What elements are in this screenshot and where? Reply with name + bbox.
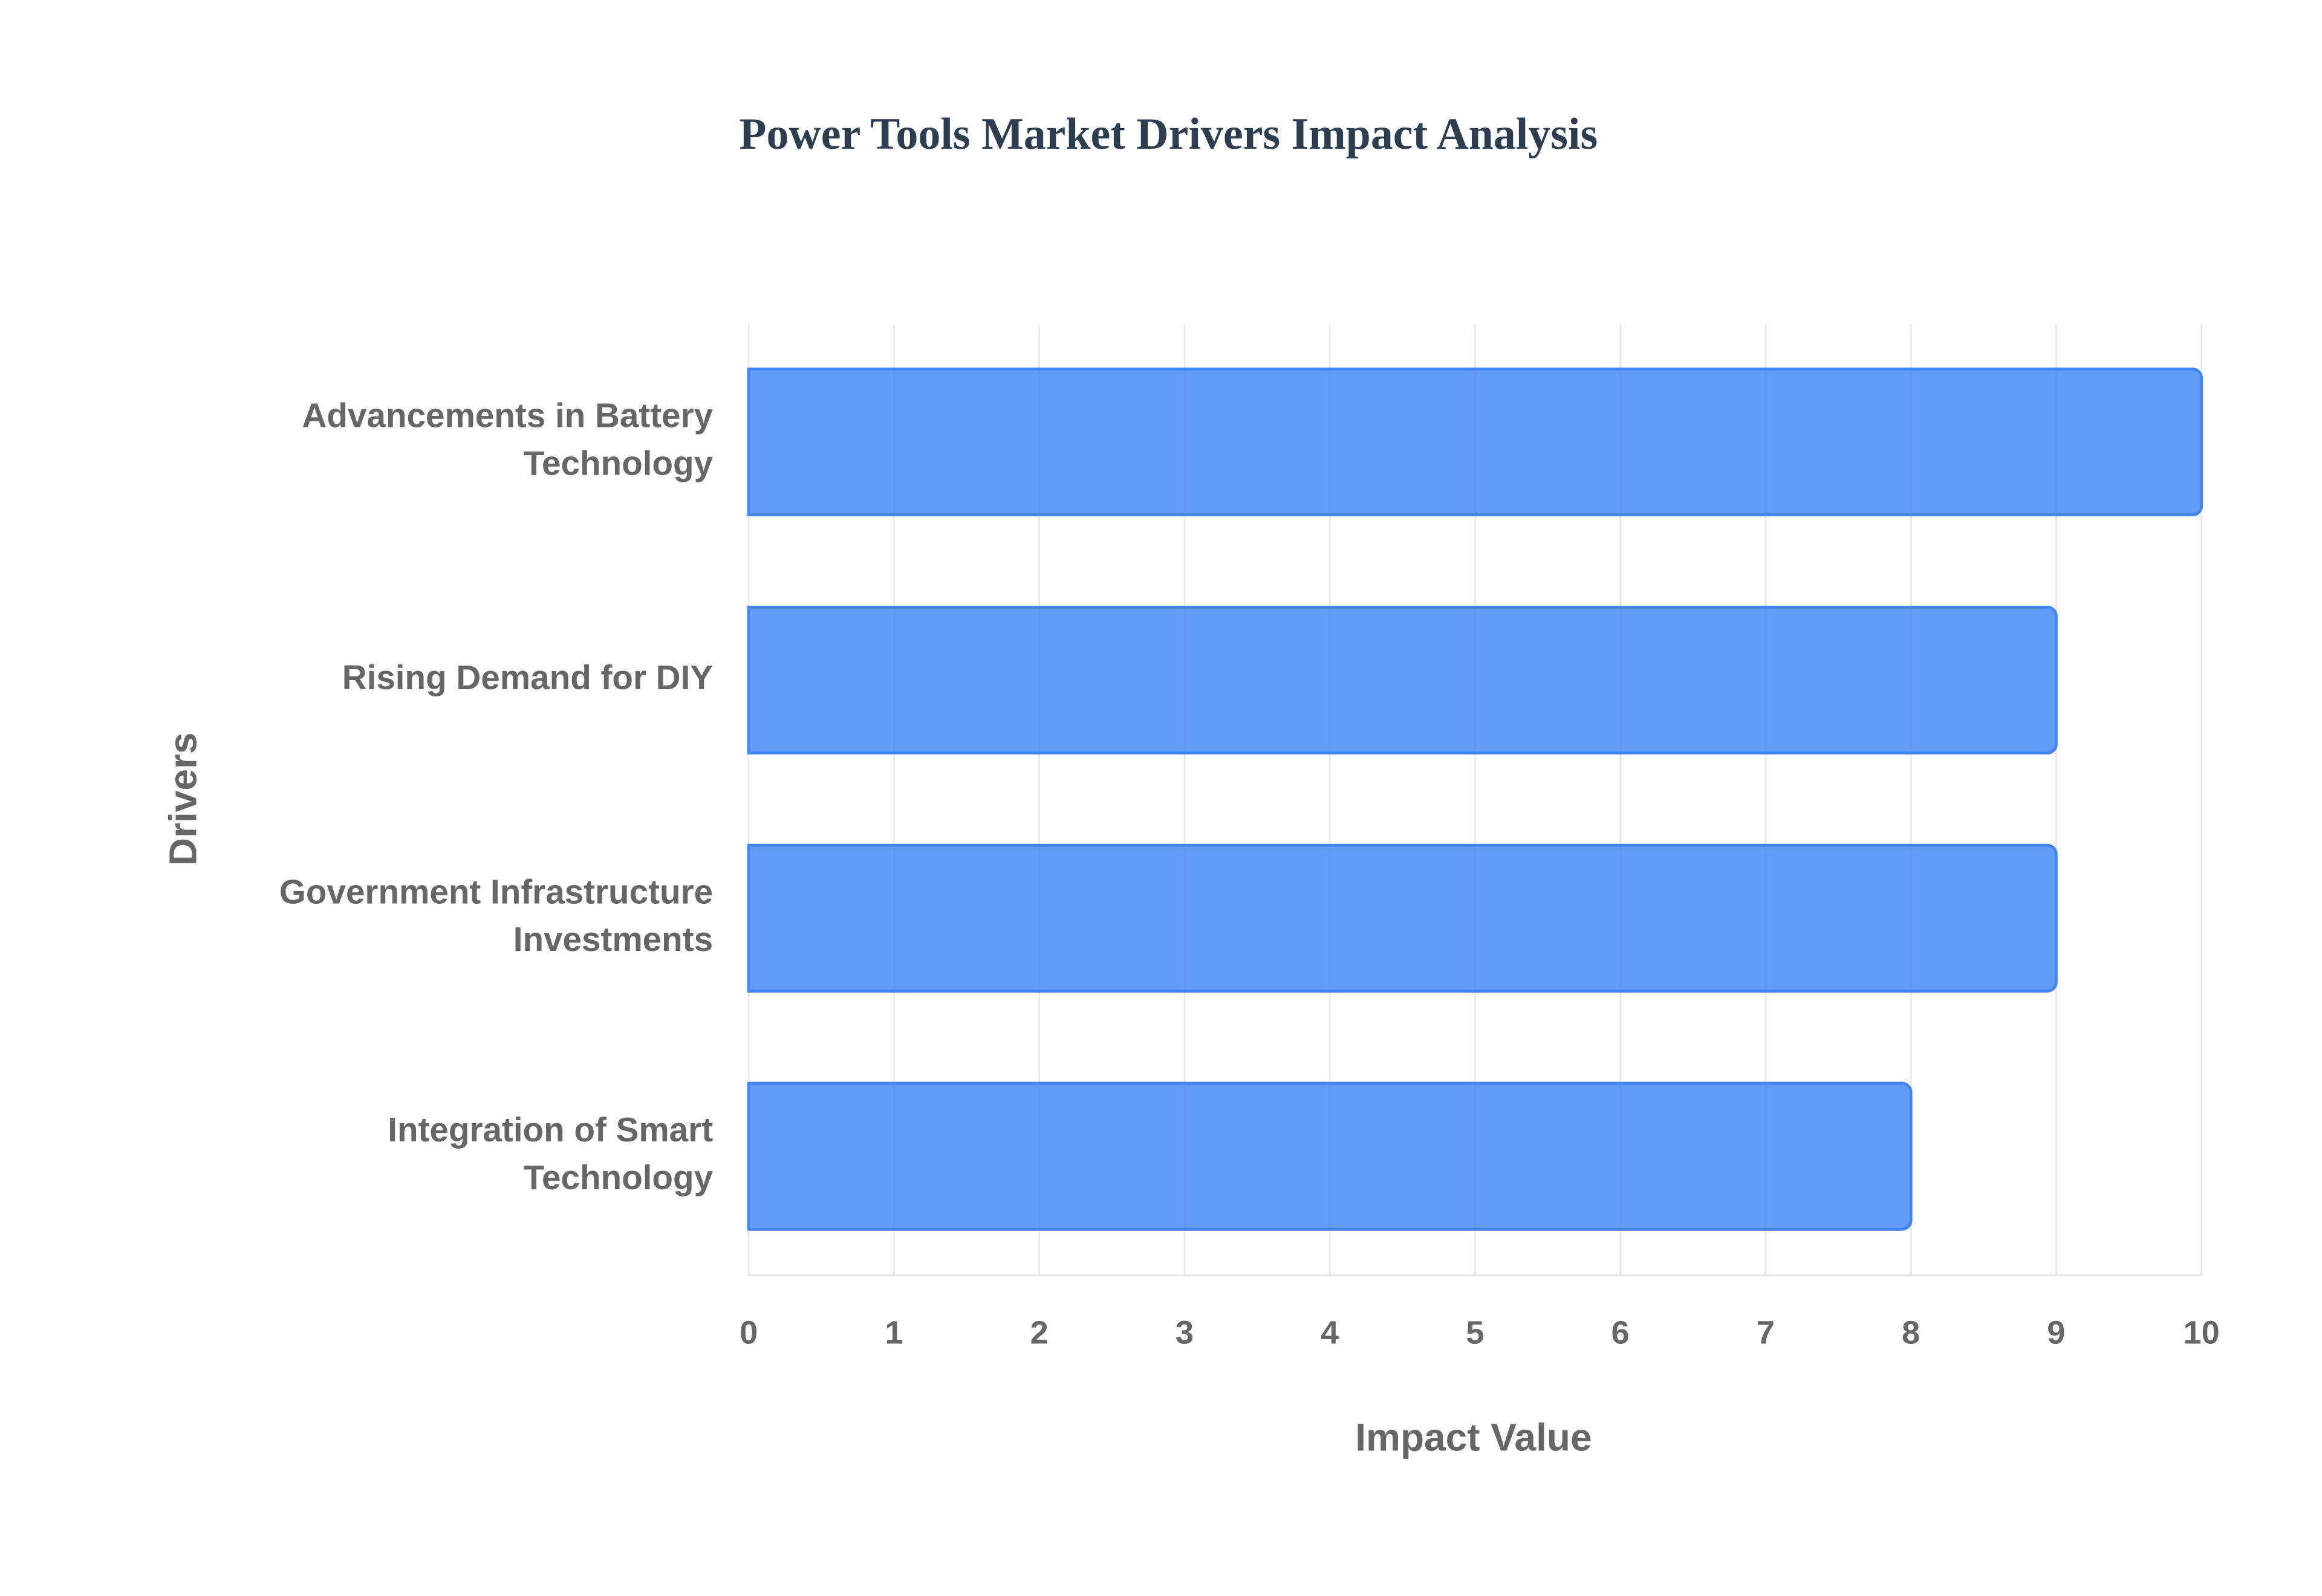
y-tick-label: Rising Demand for DIY — [342, 658, 713, 696]
bar — [747, 368, 2203, 517]
bar — [747, 605, 2058, 754]
x-tick-label: 3 — [1176, 1314, 1194, 1351]
x-tick-label: 7 — [1757, 1314, 1775, 1351]
y-tick-label: Integration of Smart Technology — [388, 1111, 713, 1196]
x-tick-label: 4 — [1321, 1314, 1339, 1351]
y-tick-label: Government Infrastructure Investments — [279, 872, 713, 958]
y-axis-label: Drivers — [161, 733, 205, 866]
x-axis-label: Impact Value — [1355, 1416, 1592, 1459]
x-tick-label: 2 — [1030, 1314, 1049, 1351]
y-tick-label: Advancements in Battery Technology — [302, 397, 714, 482]
x-tick-label: 10 — [2183, 1314, 2219, 1351]
bar — [747, 843, 2058, 993]
bar — [747, 1082, 1913, 1231]
chart-title: Power Tools Market Drivers Impact Analys… — [739, 109, 1598, 158]
x-tick-label: 5 — [1466, 1314, 1484, 1351]
x-tick-label: 1 — [885, 1314, 903, 1351]
x-tick-label: 8 — [1902, 1314, 1920, 1351]
x-tick-label: 6 — [1611, 1314, 1630, 1351]
x-tick-label: 9 — [2047, 1314, 2065, 1351]
x-tick-label: 0 — [740, 1314, 758, 1351]
